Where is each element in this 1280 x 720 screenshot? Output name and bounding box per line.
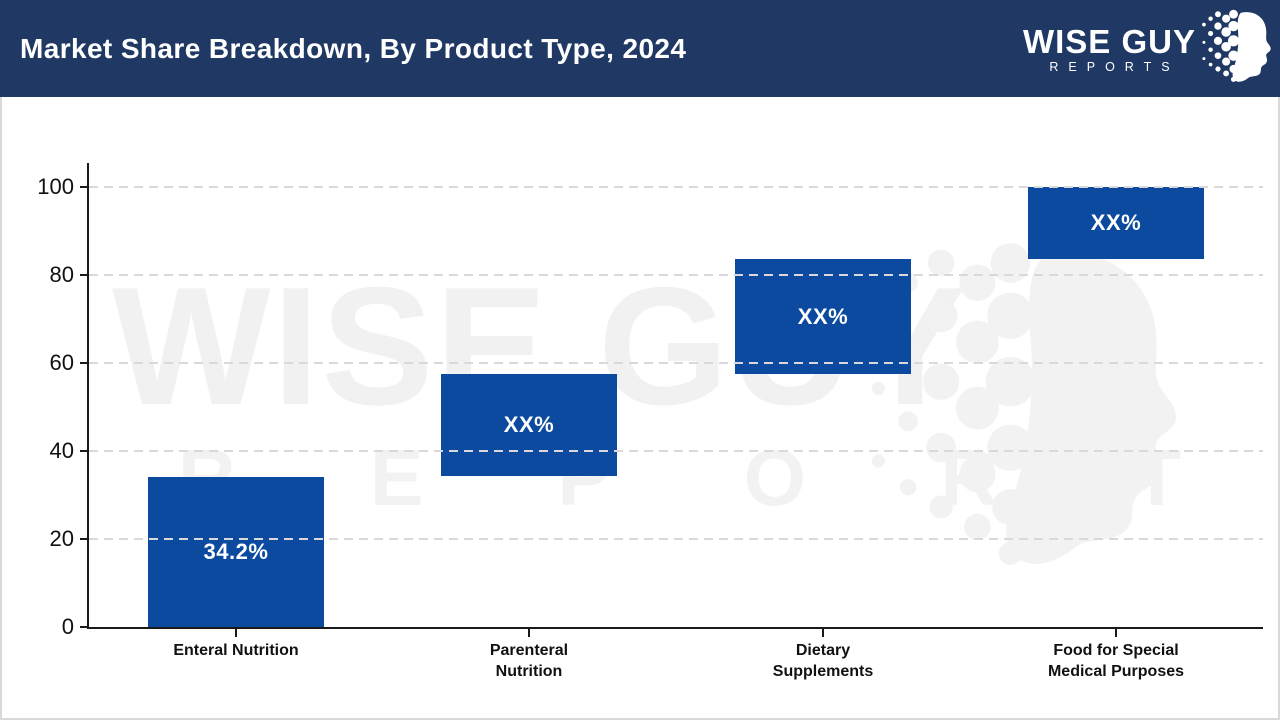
bar-value-label: XX% (797, 303, 849, 329)
y-tick-mark (80, 186, 88, 188)
y-tick-mark (80, 362, 88, 364)
dotted-head-icon (1202, 9, 1271, 82)
y-tick-label: 100 (37, 174, 74, 199)
bar-value-label: XX% (1090, 210, 1142, 235)
gridline (89, 362, 1263, 364)
header: Market Share Breakdown, By Product Type,… (0, 0, 1280, 97)
gridline (89, 274, 1263, 276)
bar: XX% (1028, 187, 1204, 259)
x-category-label: Enteral Nutrition (173, 642, 299, 659)
x-tick-mark (1115, 629, 1117, 637)
x-tick-mark (822, 629, 824, 637)
x-tick-mark (528, 629, 530, 637)
x-category-label: Food for Special Medical Purposes (1047, 642, 1185, 680)
logo-text-wiseguy: WISE GUY (1022, 22, 1196, 60)
bar: 34.2% (148, 477, 324, 627)
y-tick-mark (80, 274, 88, 276)
bar-value-label: XX% (503, 412, 555, 437)
y-tick-label: 80 (49, 262, 74, 287)
y-tick-mark (80, 538, 88, 540)
y-tick-mark (80, 450, 88, 452)
y-tick-label: 40 (49, 438, 74, 463)
gridline (89, 450, 1263, 452)
x-category-label: Parenteral Nutrition (489, 642, 569, 680)
x-category-label: Dietary Supplements (772, 642, 874, 680)
bar-value-label: 34.2% (203, 539, 269, 564)
y-tick-label: 20 (49, 526, 74, 551)
y-tick-label: 60 (49, 350, 74, 375)
gridline (89, 538, 1263, 540)
x-tick-mark (235, 629, 237, 637)
wiseguy-logo: WISE GUY REPORTS (1004, 3, 1272, 95)
y-axis-line (87, 163, 89, 629)
x-axis-line (87, 627, 1263, 629)
y-tick-mark (80, 626, 88, 628)
y-tick-label: 0 (61, 614, 74, 639)
gridline (89, 186, 1263, 188)
bar: XX% (735, 259, 911, 374)
page-title: Market Share Breakdown, By Product Type,… (20, 32, 687, 64)
logo-text-reports: REPORTS (1049, 59, 1180, 74)
logo-wordmark: WISE GUY REPORTS (1023, 25, 1196, 74)
bar: XX% (441, 374, 617, 476)
